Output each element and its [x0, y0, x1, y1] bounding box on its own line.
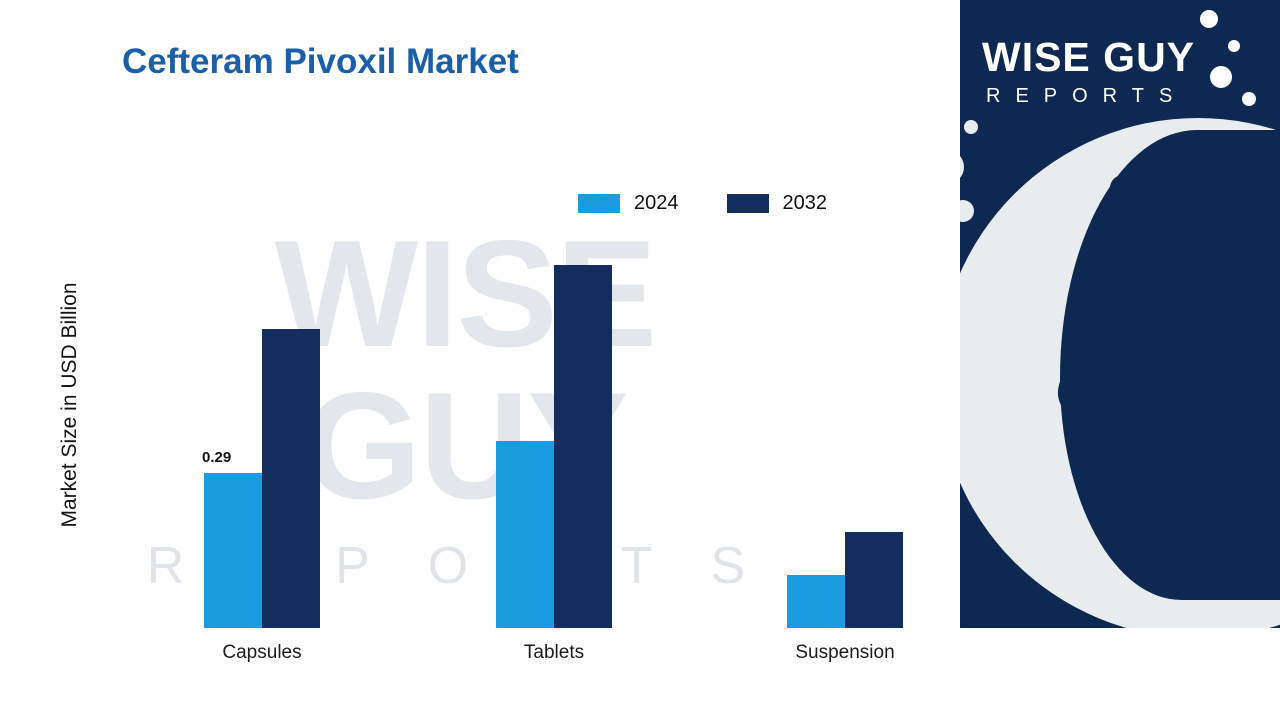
bar-2024-tablets: [496, 441, 554, 628]
dot-graphic: [1148, 372, 1174, 398]
category-label-tablets: Tablets: [523, 642, 585, 663]
dot-graphic: [1228, 40, 1240, 52]
legend-label-2024: 2024: [634, 192, 679, 214]
bar-2024-capsules: 0.29: [202, 449, 262, 628]
wiseguy-logo: WISE GUY REPORTS: [982, 34, 1195, 108]
bar-group-suspension: Suspension: [787, 228, 903, 663]
dot-graphic: [1110, 175, 1136, 201]
dot-graphic: [1150, 215, 1168, 233]
y-axis-label: Market Size in USD Billion: [58, 282, 81, 528]
bar-2032-capsules: [262, 329, 320, 628]
dot-graphic: [1110, 335, 1126, 351]
bar-2032-tablets: [554, 265, 612, 628]
legend-item-2032: 2032: [726, 192, 828, 215]
bar-2024-suspension: [787, 575, 845, 628]
dot-graphic: [1210, 66, 1232, 88]
bar-group-tablets: Tablets: [496, 228, 612, 663]
category-label-capsules: Capsules: [222, 642, 302, 663]
bar-value-label-capsules: 0.29: [202, 449, 232, 466]
dot-graphic: [1112, 415, 1132, 435]
bar-chart-plot: 0.29 Capsules Tablets Suspension: [0, 228, 960, 663]
logo-wiseguy-text: WISE GUY: [982, 34, 1196, 80]
bar-group-capsules: 0.29 Capsules: [202, 228, 320, 663]
dot-graphic: [960, 200, 974, 222]
page-title: Cefteram Pivoxil Market: [122, 42, 519, 81]
category-label-suspension: Suspension: [795, 642, 895, 663]
bar-2032-suspension: [845, 532, 903, 628]
dot-graphic: [960, 150, 964, 184]
face-profile-graphic: [1060, 130, 1280, 600]
legend-swatch-2024: [578, 194, 620, 213]
legend-item-2024: 2024: [578, 192, 679, 215]
dot-graphic: [1242, 92, 1256, 106]
chart-legend: 2024 2032: [578, 192, 827, 215]
logo-reports-text: REPORTS: [986, 85, 1188, 107]
brand-panel: WISE GUY REPORTS: [960, 0, 1280, 628]
dot-graphic: [1200, 10, 1218, 28]
legend-swatch-2032: [726, 194, 769, 213]
dot-graphic: [1120, 255, 1150, 285]
dot-graphic: [964, 120, 978, 134]
legend-label-2032: 2032: [782, 192, 828, 214]
dot-graphic: [1165, 300, 1187, 322]
